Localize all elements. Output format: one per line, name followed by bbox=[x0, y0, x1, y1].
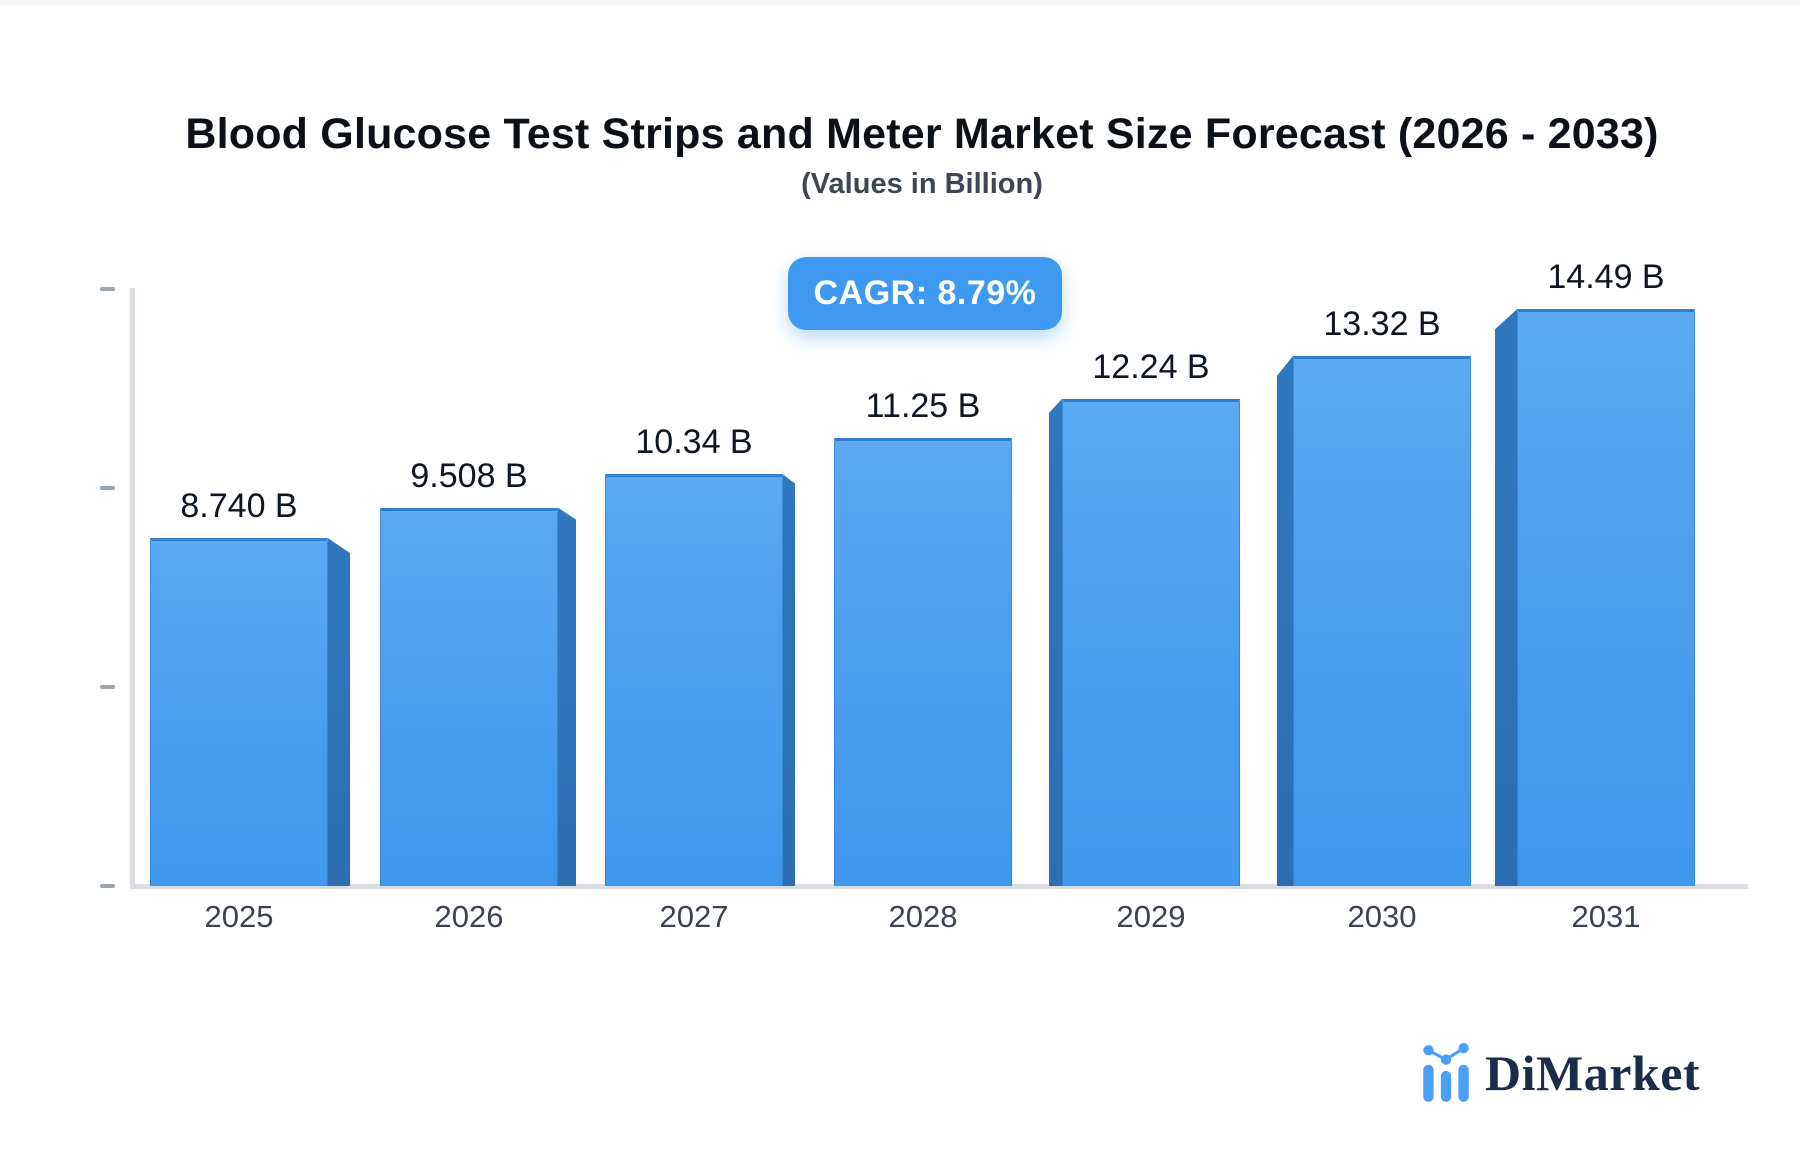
bar-value-label: 10.34 B bbox=[635, 423, 753, 462]
bar-2031 bbox=[1517, 309, 1695, 886]
x-axis-label-2031: 2031 bbox=[1571, 899, 1641, 934]
bar-2026 bbox=[380, 507, 558, 886]
chart-subtitle: (Values in Billion) bbox=[801, 168, 1043, 200]
y-tick-dash bbox=[100, 287, 115, 291]
bar-side-face bbox=[1049, 398, 1062, 886]
bar-2025 bbox=[150, 538, 328, 886]
bar-side-face bbox=[1495, 309, 1517, 886]
chart-title: Blood Glucose Test Strips and Meter Mark… bbox=[185, 110, 1659, 158]
y-tick-dash bbox=[100, 884, 115, 888]
page-top-edge bbox=[0, 0, 1800, 5]
cagr-badge-label: CAGR: 8.79% bbox=[813, 274, 1037, 312]
x-axis-label-2028: 2028 bbox=[888, 899, 958, 934]
dimarket-logo: DiMarket bbox=[1421, 1042, 1700, 1104]
bar-2029 bbox=[1062, 398, 1240, 886]
x-axis-baseline bbox=[130, 884, 1748, 889]
bar-value-label: 12.24 B bbox=[1092, 347, 1210, 386]
bar-value-label: 13.32 B bbox=[1323, 304, 1441, 343]
y-tick-dash bbox=[100, 486, 115, 490]
x-axis-label-2026: 2026 bbox=[434, 899, 504, 934]
bar-line-chart-logo-icon bbox=[1423, 1043, 1469, 1102]
bar-2028 bbox=[834, 438, 1012, 886]
logo-wordmark: DiMarket bbox=[1485, 1045, 1701, 1101]
bar-value-label: 11.25 B bbox=[865, 387, 981, 426]
bar-side-face bbox=[783, 474, 795, 886]
bar-value-label: 9.508 B bbox=[410, 456, 528, 495]
bar-side-face bbox=[558, 507, 576, 886]
x-axis-label-2025: 2025 bbox=[204, 899, 274, 934]
y-axis-line bbox=[130, 288, 135, 888]
bar-side-face bbox=[1277, 355, 1293, 886]
cagr-badge: CAGR: 8.79% bbox=[788, 257, 1062, 330]
x-axis-label-2027: 2027 bbox=[659, 899, 729, 934]
bar-side-face bbox=[328, 538, 350, 886]
x-axis-label-2029: 2029 bbox=[1116, 899, 1186, 934]
bar-value-label: 8.740 B bbox=[180, 487, 298, 526]
bar-value-label: 14.49 B bbox=[1547, 258, 1665, 297]
bar-2030 bbox=[1293, 355, 1471, 886]
x-axis-label-2030: 2030 bbox=[1347, 899, 1417, 934]
y-tick-dash bbox=[100, 685, 115, 689]
bar-2027 bbox=[605, 474, 783, 886]
